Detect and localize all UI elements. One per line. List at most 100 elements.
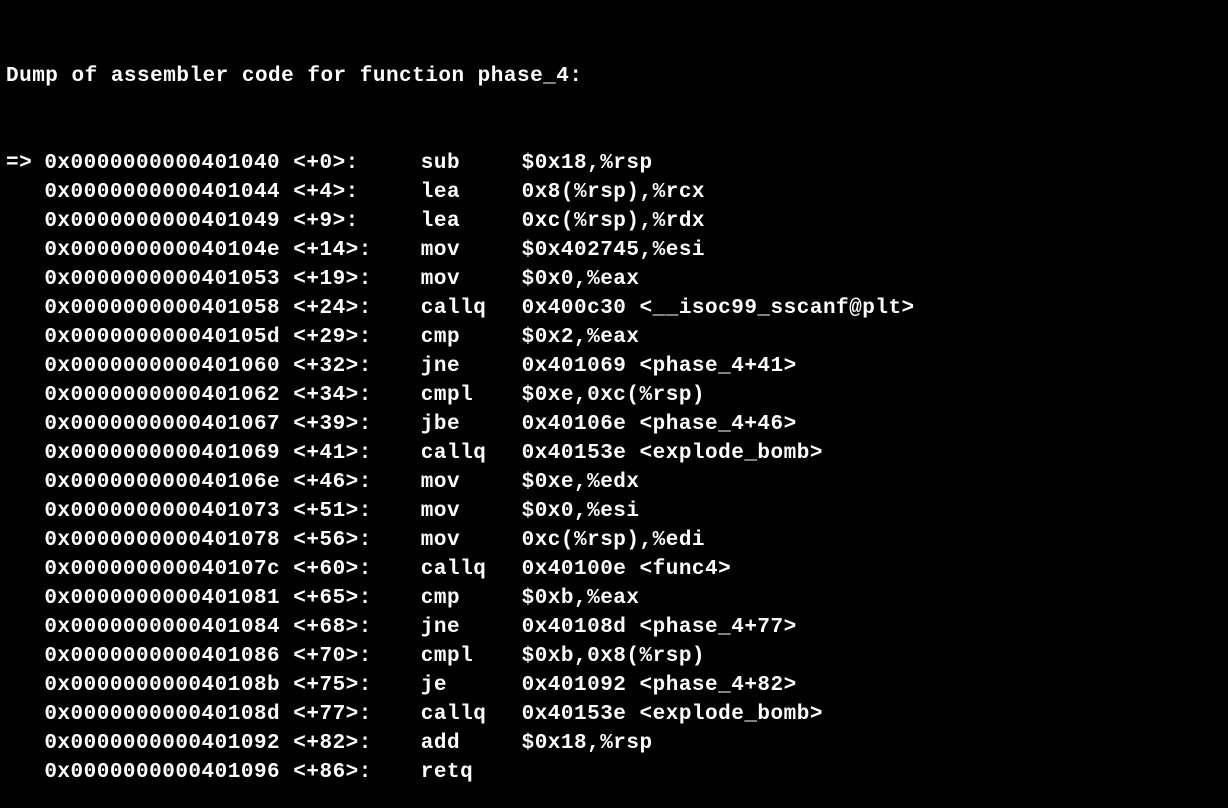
instruction-offset: <+34>: <box>293 381 381 410</box>
instruction-line: 0x0000000000401096 <+86>: retq <box>6 758 1222 787</box>
instruction-mnemonic: lea <box>421 207 522 236</box>
instruction-operands: 0x40153e <explode_bomb> <box>522 439 823 468</box>
instruction-indent <box>6 671 31 700</box>
instruction-operands: 0x400c30 <__isoc99_sscanf@plt> <box>522 294 915 323</box>
instruction-offset: <+4>: <box>293 178 381 207</box>
instruction-address: 0x0000000000401044 <box>44 178 280 207</box>
instruction-address: 0x0000000000401069 <box>44 439 280 468</box>
instruction-indent <box>6 613 31 642</box>
instruction-mnemonic: jne <box>421 613 522 642</box>
instruction-indent <box>6 323 31 352</box>
current-instruction-marker: => <box>6 149 31 178</box>
instruction-address: 0x000000000040105d <box>44 323 280 352</box>
instruction-line: 0x0000000000401058 <+24>: callq0x400c30 … <box>6 294 1222 323</box>
instruction-mnemonic: add <box>421 729 522 758</box>
instruction-operands: 0x40106e <phase_4+46> <box>522 410 797 439</box>
instruction-mnemonic: cmpl <box>421 642 522 671</box>
instruction-line: 0x000000000040108b <+75>: je0x401092 <ph… <box>6 671 1222 700</box>
instruction-operands: 0x401069 <phase_4+41> <box>522 352 797 381</box>
instruction-indent <box>6 410 31 439</box>
instruction-mnemonic: cmp <box>421 323 522 352</box>
instruction-mnemonic: jbe <box>421 410 522 439</box>
instruction-address: 0x0000000000401067 <box>44 410 280 439</box>
instruction-operands: $0xe,%edx <box>522 468 640 497</box>
instruction-mnemonic: jne <box>421 352 522 381</box>
instruction-operands: $0x2,%eax <box>522 323 640 352</box>
instruction-mnemonic: mov <box>421 526 522 555</box>
instruction-line: 0x0000000000401069 <+41>: callq0x40153e … <box>6 439 1222 468</box>
instruction-operands: 0x40108d <phase_4+77> <box>522 613 797 642</box>
instruction-indent <box>6 468 31 497</box>
instruction-offset: <+56>: <box>293 526 381 555</box>
instruction-indent <box>6 439 31 468</box>
instruction-offset: <+46>: <box>293 468 381 497</box>
instruction-indent <box>6 497 31 526</box>
instruction-indent <box>6 352 31 381</box>
instruction-mnemonic: callq <box>421 700 522 729</box>
instruction-address: 0x0000000000401058 <box>44 294 280 323</box>
instruction-indent <box>6 178 31 207</box>
instruction-mnemonic: mov <box>421 236 522 265</box>
instruction-address: 0x000000000040104e <box>44 236 280 265</box>
instruction-indent <box>6 526 31 555</box>
instruction-line: 0x000000000040108d <+77>: callq0x40153e … <box>6 700 1222 729</box>
instruction-offset: <+60>: <box>293 555 381 584</box>
instruction-address: 0x000000000040106e <box>44 468 280 497</box>
instruction-operands: 0x40100e <func4> <box>522 555 732 584</box>
instruction-line: => 0x0000000000401040 <+0>: sub$0x18,%rs… <box>6 149 1222 178</box>
instruction-indent <box>6 381 31 410</box>
instruction-address: 0x0000000000401040 <box>44 149 280 178</box>
terminal-output: Dump of assembler code for function phas… <box>0 0 1228 808</box>
instruction-mnemonic: mov <box>421 497 522 526</box>
instruction-offset: <+32>: <box>293 352 381 381</box>
instruction-indent <box>6 236 31 265</box>
instruction-offset: <+41>: <box>293 439 381 468</box>
instruction-indent <box>6 207 31 236</box>
instruction-line: 0x0000000000401092 <+82>: add$0x18,%rsp <box>6 729 1222 758</box>
instruction-address: 0x0000000000401092 <box>44 729 280 758</box>
instruction-line: 0x0000000000401062 <+34>: cmpl$0xe,0xc(%… <box>6 381 1222 410</box>
instruction-offset: <+51>: <box>293 497 381 526</box>
instruction-offset: <+14>: <box>293 236 381 265</box>
instruction-address: 0x0000000000401053 <box>44 265 280 294</box>
instruction-operands: 0x8(%rsp),%rcx <box>522 178 705 207</box>
instruction-operands: 0xc(%rsp),%edi <box>522 526 705 555</box>
instruction-address: 0x0000000000401084 <box>44 613 280 642</box>
instruction-line: 0x000000000040106e <+46>: mov$0xe,%edx <box>6 468 1222 497</box>
instruction-operands: $0x402745,%esi <box>522 236 705 265</box>
instruction-indent <box>6 758 31 787</box>
instruction-indent <box>6 294 31 323</box>
instruction-offset: <+9>: <box>293 207 381 236</box>
instruction-operands: $0x18,%rsp <box>522 149 653 178</box>
instruction-address: 0x0000000000401060 <box>44 352 280 381</box>
instruction-line: 0x0000000000401060 <+32>: jne0x401069 <p… <box>6 352 1222 381</box>
instruction-operands: $0xb,0x8(%rsp) <box>522 642 705 671</box>
instruction-line: 0x0000000000401073 <+51>: mov$0x0,%esi <box>6 497 1222 526</box>
instruction-list: => 0x0000000000401040 <+0>: sub$0x18,%rs… <box>6 149 1222 787</box>
instruction-operands: 0xc(%rsp),%rdx <box>522 207 705 236</box>
instruction-mnemonic: mov <box>421 265 522 294</box>
instruction-mnemonic: callq <box>421 439 522 468</box>
instruction-line: 0x000000000040104e <+14>: mov$0x402745,%… <box>6 236 1222 265</box>
instruction-offset: <+82>: <box>293 729 381 758</box>
instruction-address: 0x0000000000401086 <box>44 642 280 671</box>
instruction-mnemonic: mov <box>421 468 522 497</box>
instruction-offset: <+24>: <box>293 294 381 323</box>
instruction-mnemonic: cmpl <box>421 381 522 410</box>
instruction-address: 0x0000000000401096 <box>44 758 280 787</box>
instruction-mnemonic: retq <box>421 758 522 787</box>
instruction-indent <box>6 265 31 294</box>
instruction-offset: <+65>: <box>293 584 381 613</box>
instruction-offset: <+75>: <box>293 671 381 700</box>
instruction-mnemonic: je <box>421 671 522 700</box>
instruction-line: 0x0000000000401084 <+68>: jne0x40108d <p… <box>6 613 1222 642</box>
instruction-mnemonic: cmp <box>421 584 522 613</box>
instruction-indent <box>6 729 31 758</box>
instruction-operands: 0x40153e <explode_bomb> <box>522 700 823 729</box>
instruction-mnemonic: sub <box>421 149 522 178</box>
instruction-address: 0x0000000000401049 <box>44 207 280 236</box>
instruction-indent <box>6 584 31 613</box>
instruction-mnemonic: callq <box>421 555 522 584</box>
instruction-line: 0x0000000000401078 <+56>: mov0xc(%rsp),%… <box>6 526 1222 555</box>
instruction-operands: $0xb,%eax <box>522 584 640 613</box>
